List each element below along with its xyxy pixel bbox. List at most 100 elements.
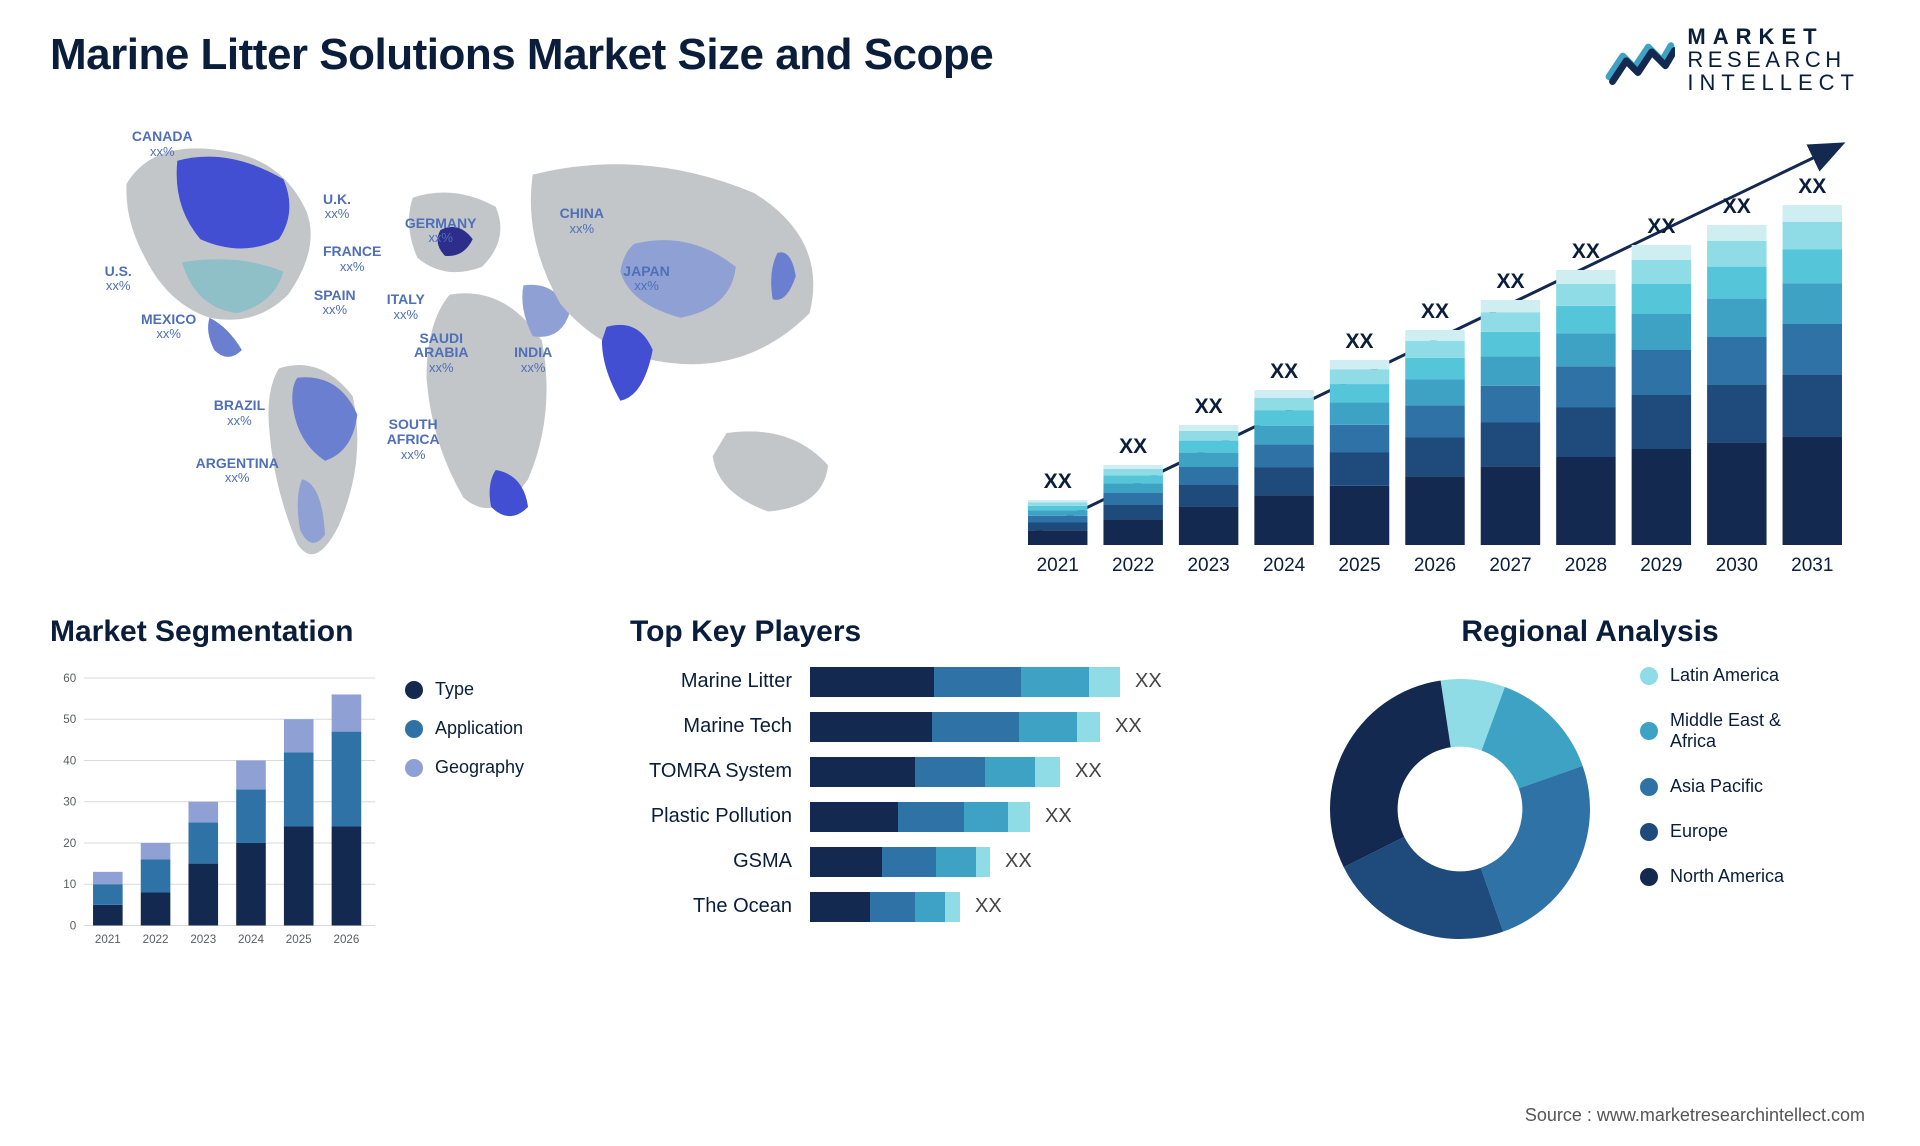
player-name: Marine Tech: [630, 715, 810, 738]
player-bar: [810, 712, 1100, 742]
svg-text:2026: 2026: [333, 933, 359, 946]
legend-item: Middle East & Africa: [1640, 710, 1830, 752]
svg-text:2028: 2028: [1565, 555, 1607, 576]
map-label: U.S.xx%: [105, 264, 132, 293]
players-panel: Top Key Players Marine LitterXXMarine Te…: [630, 615, 1270, 959]
map-label: JAPANxx%: [623, 264, 669, 293]
legend-item: Asia Pacific: [1640, 776, 1830, 797]
map-label: CANADAxx%: [132, 129, 193, 158]
legend-item: Type: [405, 679, 524, 700]
logo-line-1: MARKET: [1687, 25, 1860, 48]
player-row: Marine Tech XX: [630, 704, 1270, 749]
player-name: Marine Litter: [630, 670, 810, 693]
player-name: Plastic Pollution: [630, 805, 810, 828]
logo-icon: [1605, 32, 1675, 87]
segmentation-panel: Market Segmentation 0 10 20 30 40 50 60 2021 202…: [50, 615, 590, 959]
player-value: XX: [1120, 670, 1162, 693]
segmentation-legend: Type Application Geography: [405, 659, 524, 959]
legend-item: Application: [405, 718, 524, 739]
players-title: Top Key Players: [630, 615, 1270, 649]
player-value: XX: [990, 850, 1032, 873]
growth-chart-svg: XX 2021 XX 2022 XX 2023 XX 2024 XX 2025 XX 2026 XX 20…: [1000, 110, 1870, 590]
svg-text:50: 50: [63, 713, 76, 726]
svg-text:XX: XX: [1195, 395, 1223, 418]
svg-text:2026: 2026: [1414, 555, 1456, 576]
player-value: XX: [1100, 715, 1142, 738]
legend-item: North America: [1640, 866, 1830, 887]
svg-text:2025: 2025: [1338, 555, 1380, 576]
svg-text:10: 10: [63, 878, 76, 891]
svg-text:2025: 2025: [286, 933, 312, 946]
svg-text:60: 60: [63, 672, 76, 685]
player-value: XX: [1060, 760, 1102, 783]
svg-text:2030: 2030: [1716, 555, 1758, 576]
player-bar: [810, 892, 960, 922]
map-label: SOUTHAFRICAxx%: [387, 417, 440, 461]
legend-item: Geography: [405, 757, 524, 778]
player-name: GSMA: [630, 850, 810, 873]
svg-text:XX: XX: [1421, 300, 1449, 323]
map-label: ARGENTINAxx%: [196, 456, 279, 485]
player-value: XX: [960, 895, 1002, 918]
logo-line-2: RESEARCH: [1687, 48, 1860, 71]
player-bar: [810, 757, 1060, 787]
legend-item: Europe: [1640, 821, 1830, 842]
svg-text:XX: XX: [1346, 330, 1374, 353]
player-row: The Ocean XX: [630, 884, 1270, 929]
player-name: TOMRA System: [630, 760, 810, 783]
svg-text:2021: 2021: [95, 933, 121, 946]
svg-text:2024: 2024: [1263, 555, 1306, 576]
svg-text:XX: XX: [1119, 435, 1147, 458]
map-label: MEXICOxx%: [141, 312, 196, 341]
logo-line-3: INTELLECT: [1687, 71, 1860, 94]
map-label: SAUDIARABIAxx%: [414, 331, 468, 375]
svg-text:2023: 2023: [190, 933, 216, 946]
svg-text:2022: 2022: [1112, 555, 1154, 576]
player-row: TOMRA System XX: [630, 749, 1270, 794]
svg-text:XX: XX: [1270, 360, 1298, 383]
svg-text:XX: XX: [1798, 175, 1826, 198]
source-line: Source : www.marketresearchintellect.com: [1525, 1105, 1865, 1126]
map-label: U.K.xx%: [323, 192, 351, 221]
world-map: CANADAxx%U.S.xx%MEXICOxx%BRAZILxx%ARGENT…: [50, 110, 960, 590]
svg-text:20: 20: [63, 837, 76, 850]
regional-title: Regional Analysis: [1310, 615, 1870, 649]
player-bar: [810, 847, 990, 877]
svg-text:0: 0: [70, 919, 77, 932]
legend-item: Latin America: [1640, 665, 1830, 686]
player-row: Plastic Pollution XX: [630, 794, 1270, 839]
page-title: Marine Litter Solutions Market Size and …: [50, 30, 1870, 80]
segmentation-chart: 0 10 20 30 40 50 60 2021 2022 2023 2024 2025 2026: [50, 659, 380, 959]
logo-text: MARKET RESEARCH INTELLECT: [1687, 25, 1860, 94]
player-value: XX: [1030, 805, 1072, 828]
segmentation-title: Market Segmentation: [50, 615, 590, 649]
svg-text:40: 40: [63, 754, 76, 767]
svg-text:2021: 2021: [1037, 555, 1079, 576]
svg-text:2031: 2031: [1791, 555, 1833, 576]
growth-chart: XX 2021 XX 2022 XX 2023 XX 2024 XX 2025 XX 2026 XX 20…: [960, 110, 1870, 590]
player-bar: [810, 802, 1030, 832]
svg-text:2029: 2029: [1640, 555, 1682, 576]
svg-text:2024: 2024: [238, 933, 264, 946]
svg-text:2027: 2027: [1489, 555, 1531, 576]
player-bar: [810, 667, 1120, 697]
svg-text:2023: 2023: [1187, 555, 1229, 576]
map-label: SPAINxx%: [314, 288, 356, 317]
brand-logo: MARKET RESEARCH INTELLECT: [1605, 25, 1860, 94]
regional-panel: Regional Analysis Latin America Middle Ea…: [1310, 615, 1870, 959]
svg-text:XX: XX: [1723, 195, 1751, 218]
player-name: The Ocean: [630, 895, 810, 918]
map-label: CHINAxx%: [560, 206, 604, 235]
svg-text:30: 30: [63, 796, 76, 809]
player-row: Marine Litter XX: [630, 659, 1270, 704]
svg-text:XX: XX: [1496, 270, 1524, 293]
map-label: GERMANYxx%: [405, 216, 477, 245]
svg-text:2022: 2022: [143, 933, 169, 946]
world-map-svg: [50, 110, 960, 590]
regional-donut: [1310, 659, 1610, 959]
player-row: GSMA XX: [630, 839, 1270, 884]
svg-text:XX: XX: [1044, 470, 1072, 493]
map-label: FRANCExx%: [323, 244, 381, 273]
map-label: ITALYxx%: [387, 292, 425, 321]
svg-text:XX: XX: [1647, 215, 1675, 238]
